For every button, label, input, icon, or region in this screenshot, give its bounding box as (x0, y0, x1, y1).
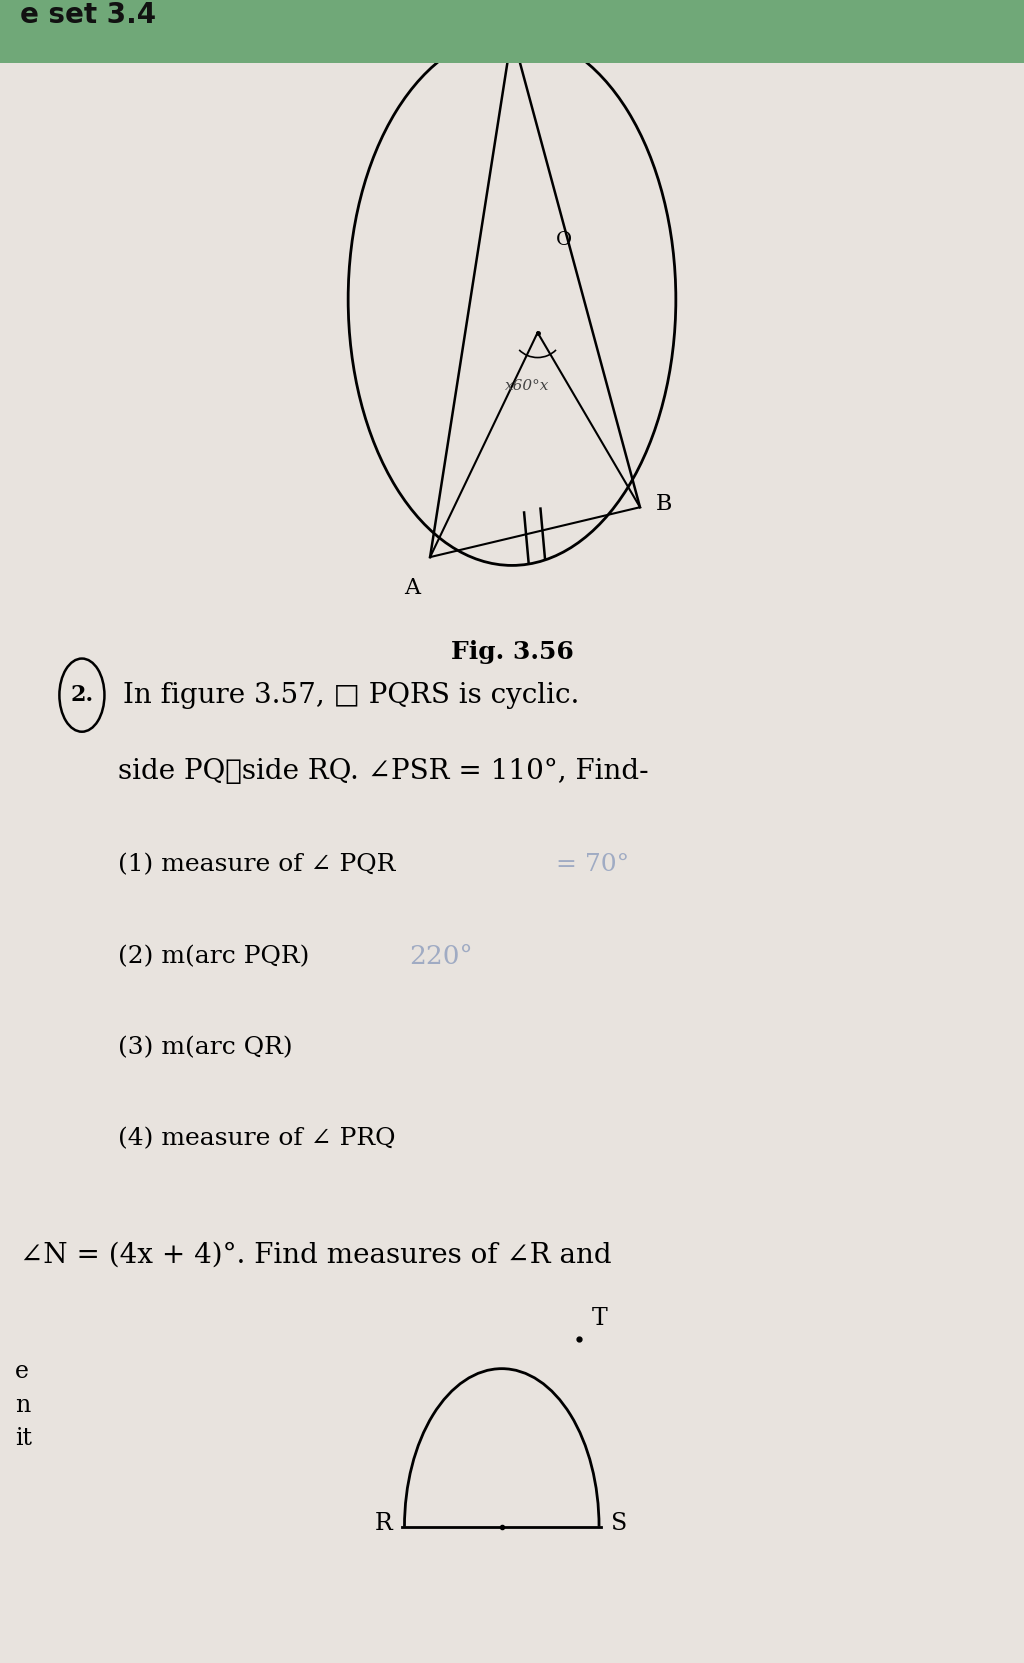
Text: C: C (522, 3, 540, 25)
Text: (4) measure of ∠ PRQ: (4) measure of ∠ PRQ (118, 1128, 395, 1151)
Text: B: B (655, 492, 672, 516)
Text: O: O (556, 231, 572, 249)
Text: 2.: 2. (71, 683, 93, 707)
Text: it: it (15, 1427, 33, 1450)
Text: (3) m(arc QR): (3) m(arc QR) (118, 1036, 293, 1059)
Text: A: A (403, 577, 420, 599)
Text: side PQ≅side RQ. ∠PSR = 110°, Find-: side PQ≅side RQ. ∠PSR = 110°, Find- (118, 758, 648, 785)
Text: x60°x: x60°x (505, 379, 550, 392)
Text: n: n (15, 1394, 31, 1417)
Text: In figure 3.57, □ PQRS is cyclic.: In figure 3.57, □ PQRS is cyclic. (123, 682, 580, 708)
Text: S: S (611, 1512, 628, 1535)
Text: (2) m(arc PQR): (2) m(arc PQR) (118, 945, 317, 968)
Text: Fig. 3.56: Fig. 3.56 (451, 640, 573, 664)
Text: ∠N = (4x + 4)°. Find measures of ∠R and: ∠N = (4x + 4)°. Find measures of ∠R and (20, 1242, 612, 1269)
Bar (0, 0, 1024, 63)
Text: (1) measure of ∠ PQR: (1) measure of ∠ PQR (118, 853, 395, 876)
Text: 220°: 220° (410, 943, 473, 970)
Text: e: e (15, 1360, 30, 1384)
Text: e set 3.4: e set 3.4 (20, 2, 157, 28)
Text: = 70°: = 70° (548, 853, 629, 876)
Text: T: T (592, 1307, 607, 1330)
Text: R: R (375, 1512, 392, 1535)
